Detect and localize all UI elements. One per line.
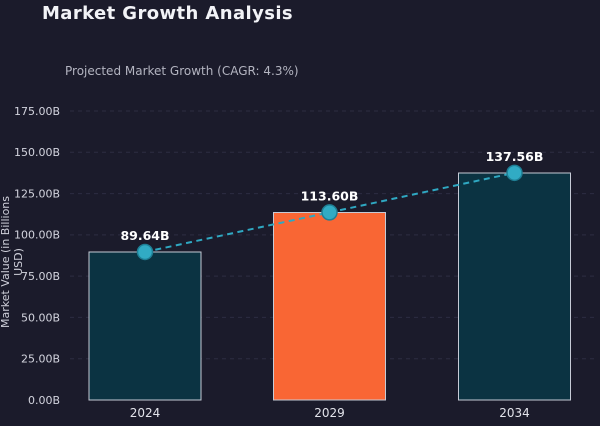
data-point-marker-2034	[506, 164, 523, 182]
value-label-2024: 89.64B	[120, 228, 169, 243]
value-label-2029: 113.60B	[301, 188, 359, 203]
y-tick-label-100.00B: 100.00B	[14, 229, 60, 242]
x-tick-label-2024: 2024	[130, 406, 161, 420]
y-tick-label-125.00B: 125.00B	[14, 187, 60, 200]
bar-2034	[458, 172, 571, 401]
y-tick-label-150.00B: 150.00B	[14, 146, 60, 159]
data-point-marker-2029	[321, 204, 338, 221]
x-tick-label-2029: 2029	[314, 406, 345, 420]
bar-2024	[88, 251, 202, 401]
chart-subtitle: Projected Market Growth (CAGR: 4.3%)	[65, 64, 299, 78]
bar-2029	[273, 211, 386, 401]
y-tick-label-175.00B: 175.00B	[14, 105, 60, 118]
data-point-marker-2024	[136, 243, 154, 261]
y-tick-label-75.00B: 75.00B	[21, 270, 60, 283]
y-tick-label-25.00B: 25.00B	[21, 353, 60, 366]
x-tick-label-2034: 2034	[499, 406, 530, 420]
chart-title: Market Growth Analysis	[42, 3, 294, 24]
y-tick-label-0.00B: 0.00B	[28, 394, 60, 407]
value-label-2034: 137.56B	[486, 149, 544, 164]
y-tick-label-50.00B: 50.00B	[21, 311, 60, 324]
